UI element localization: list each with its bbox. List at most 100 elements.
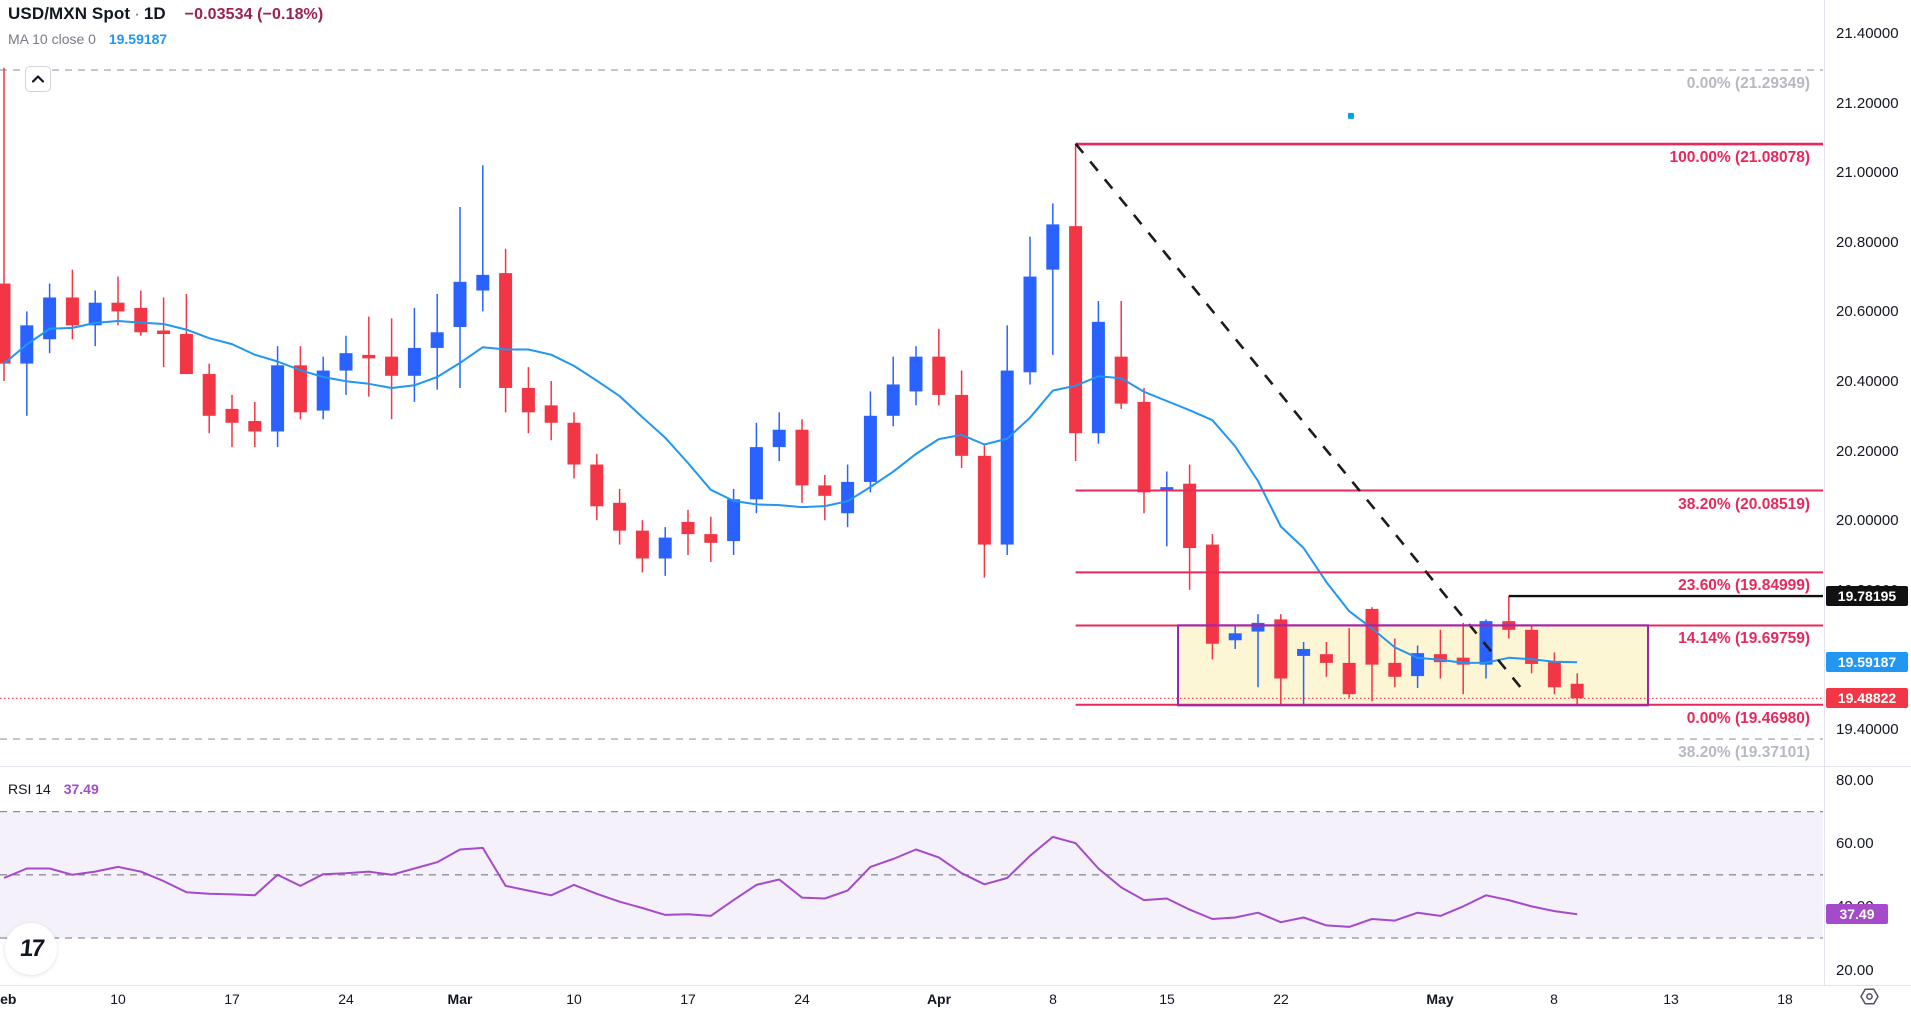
candle-body <box>362 354 376 359</box>
candle-body <box>909 356 923 392</box>
candle-body <box>430 332 444 348</box>
candle-body <box>1251 622 1265 632</box>
candle-body <box>453 281 467 328</box>
candle-body <box>727 499 741 542</box>
ma-line <box>3 320 1578 664</box>
candle-body <box>134 307 148 333</box>
price-label-badge: 19.48822 <box>1826 688 1908 709</box>
interval-separator: · <box>134 4 140 23</box>
candle-body <box>476 274 490 291</box>
candle-body <box>1388 662 1402 677</box>
timezone-settings-button[interactable] <box>1860 987 1879 1009</box>
ma-legend-label[interactable]: MA 10 close 0 <box>8 31 96 47</box>
candle-body <box>1000 370 1014 545</box>
price-tick-label: 20.60000 <box>1836 303 1899 321</box>
candle-body <box>202 374 216 416</box>
candle-body <box>1456 657 1470 665</box>
candle-body <box>544 405 558 423</box>
time-tick-label: 15 <box>1159 991 1175 1007</box>
pane-separator[interactable] <box>0 766 1911 767</box>
time-tick-label: 24 <box>794 991 810 1007</box>
candle-body <box>932 356 946 395</box>
time-tick-label: 22 <box>1273 991 1289 1007</box>
rsi-tick-label: 20.00 <box>1836 961 1874 979</box>
rsi-legend-value: 37.49 <box>63 781 99 797</box>
candle-body <box>567 422 581 465</box>
price-tick-label: 19.40000 <box>1836 721 1899 738</box>
candle-body <box>886 384 900 416</box>
candle-body <box>1479 621 1493 665</box>
tradingview-logo[interactable]: 17 <box>5 923 57 975</box>
candle-body <box>1365 608 1379 665</box>
ma-legend-row[interactable]: MA 10 close 0 19.59187 <box>8 31 323 47</box>
gear-icon <box>1860 988 1879 1005</box>
candle-body <box>704 534 718 543</box>
time-tick-label: 10 <box>110 991 126 1007</box>
candle-body <box>977 455 991 545</box>
rsi-legend-row[interactable]: RSI 14 37.49 <box>8 781 99 797</box>
rsi-value-badge: 37.49 <box>1826 904 1888 925</box>
tradingview-logo-glyph: 17 <box>18 935 44 962</box>
candle-body <box>1137 401 1151 493</box>
candle-body <box>339 353 353 371</box>
candle-body <box>65 297 79 326</box>
rsi-tick-label: 60.00 <box>1836 835 1874 853</box>
candle-body <box>818 485 832 496</box>
candle-body <box>635 530 649 559</box>
candle-body <box>179 334 193 375</box>
time-tick-label: 13 <box>1663 991 1679 1007</box>
time-axis-border <box>0 985 1911 986</box>
candle-body <box>271 365 285 432</box>
fib-level-label: 23.60% (19.84999) <box>1678 577 1810 595</box>
time-tick-label: 18 <box>1777 991 1793 1007</box>
candle-body <box>157 330 171 335</box>
collapse-pane-button[interactable] <box>25 66 51 92</box>
symbol-legend: USD/MXN Spot · 1D −0.03534 (−0.18%) MA 10 … <box>8 4 323 47</box>
candle-body <box>1069 226 1083 434</box>
candle-body <box>1046 224 1060 270</box>
candle-body <box>248 421 262 432</box>
chevron-up-icon <box>32 75 44 83</box>
price-tick-label: 20.20000 <box>1836 442 1899 460</box>
symbol-row[interactable]: USD/MXN Spot · 1D −0.03534 (−0.18%) <box>8 4 323 24</box>
candle-body <box>590 464 604 507</box>
symbol-name[interactable]: USD/MXN Spot <box>8 4 131 23</box>
candle-body <box>1114 356 1128 404</box>
fib-level-label-gray: 0.00% (21.29349) <box>1686 75 1810 93</box>
time-tick-label: 24 <box>338 991 354 1007</box>
candle-body <box>749 447 763 500</box>
price-tick-label: 20.80000 <box>1836 233 1899 251</box>
candle-body <box>613 502 627 531</box>
trendline-dashed <box>1074 142 1529 697</box>
candle-body <box>88 302 102 326</box>
time-tick-label: 8 <box>1049 991 1057 1007</box>
candle-body <box>316 370 330 411</box>
candle-body <box>1319 654 1333 663</box>
price-axis-border <box>1824 0 1825 985</box>
time-tick-label: Apr <box>926 991 952 1007</box>
time-tick-label: 17 <box>680 991 696 1007</box>
time-tick-label: May <box>1426 991 1454 1007</box>
candle-body <box>0 283 11 364</box>
candle-body <box>658 537 672 559</box>
interval-label[interactable]: 1D <box>143 4 166 23</box>
candle-body <box>681 521 695 535</box>
rsi-legend-label[interactable]: RSI 14 <box>8 781 51 797</box>
candle-body <box>1342 662 1356 695</box>
time-tick-label: 8 <box>1550 991 1558 1007</box>
fib-level-label: 0.00% (19.46980) <box>1686 709 1810 727</box>
time-tick-label: 10 <box>566 991 582 1007</box>
price-tick-label: 20.00000 <box>1836 512 1899 530</box>
candle-body <box>1274 619 1288 679</box>
price-label-badge: 19.78195 <box>1826 586 1908 607</box>
fib-level-label: 100.00% (21.08078) <box>1669 149 1810 167</box>
candle-body <box>1183 483 1197 549</box>
price-label-badge: 19.59187 <box>1826 652 1908 673</box>
candle-body <box>772 429 786 448</box>
candle-body <box>1433 654 1447 663</box>
fib-anchor-dot <box>1348 112 1354 119</box>
candle-body <box>1205 544 1219 644</box>
time-tick-label: Mar <box>447 991 473 1007</box>
